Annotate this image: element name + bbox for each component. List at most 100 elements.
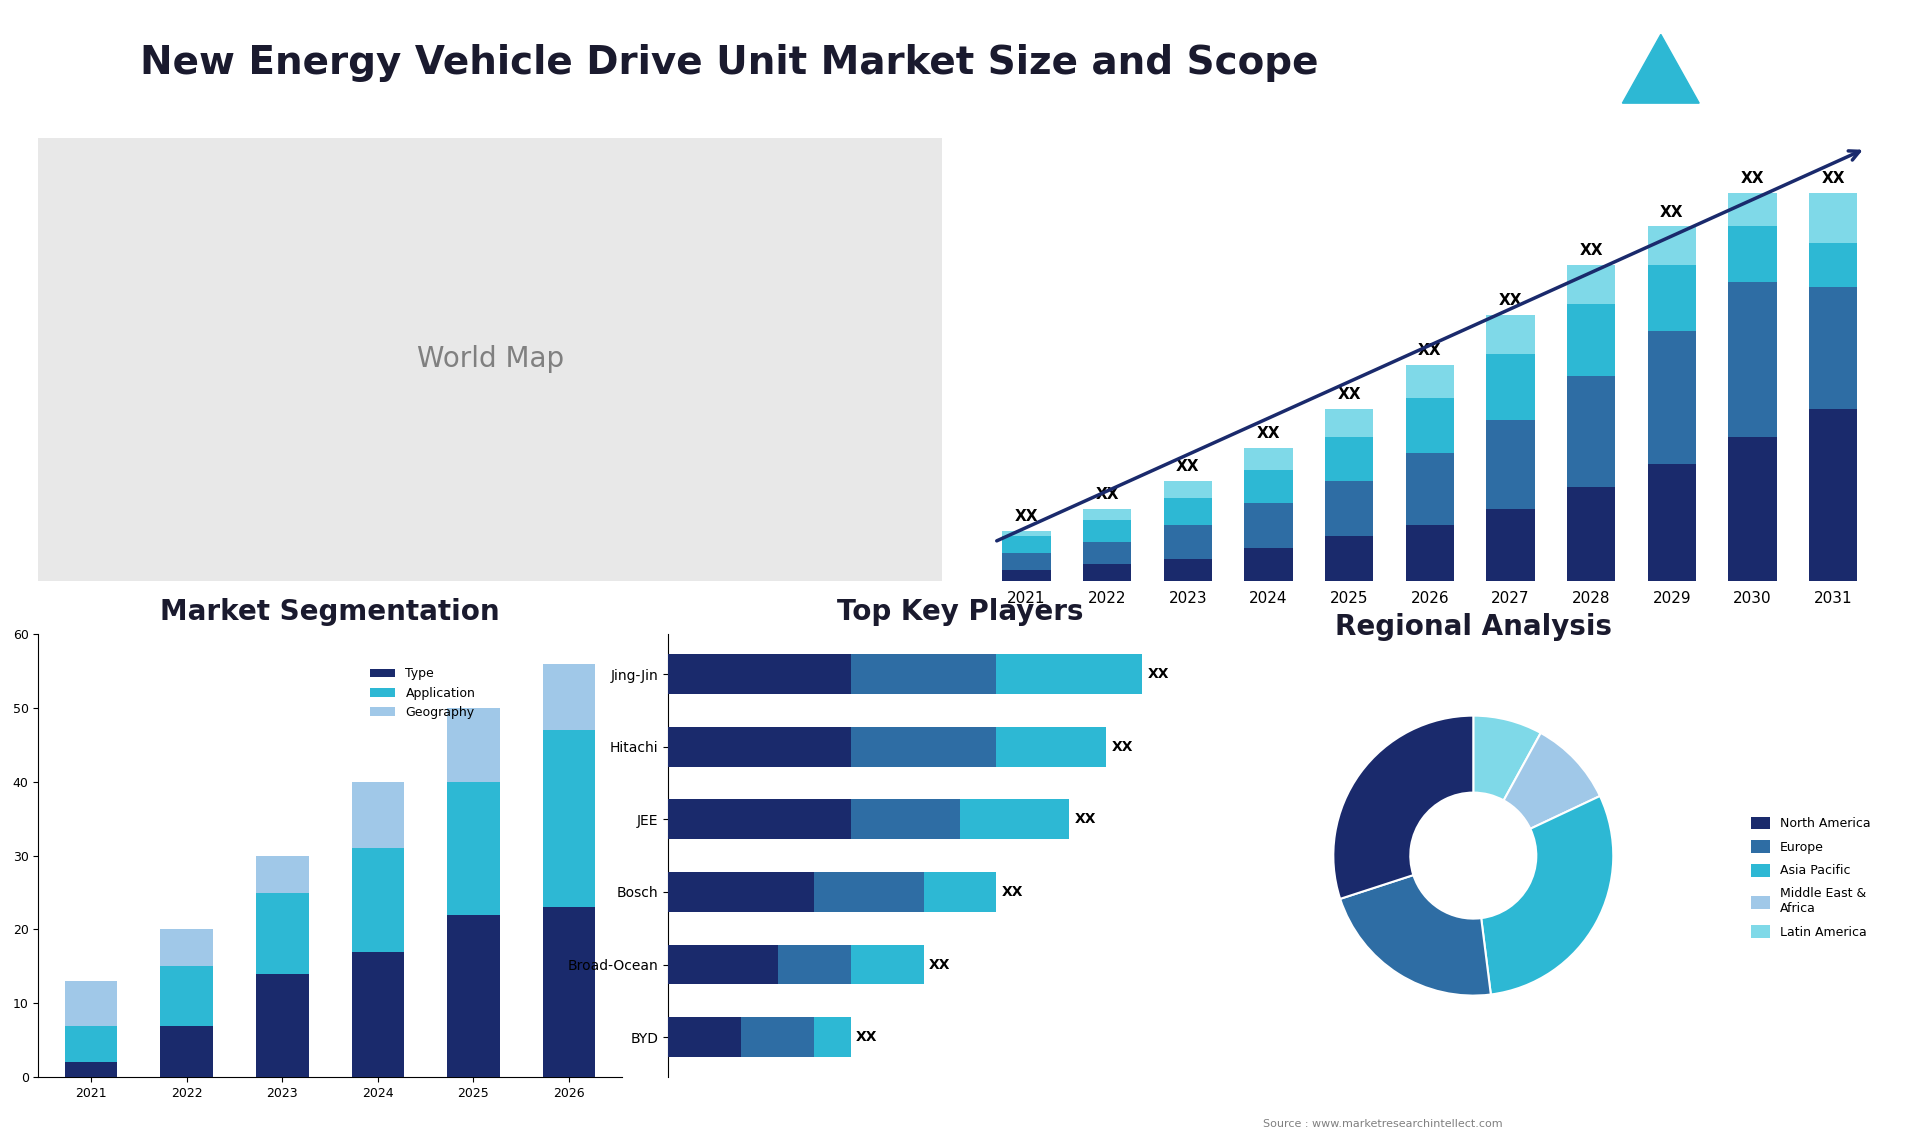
Bar: [1567, 304, 1615, 376]
Bar: [1164, 525, 1212, 558]
Bar: [814, 872, 924, 912]
Text: XX: XX: [1741, 171, 1764, 187]
Bar: [778, 944, 851, 984]
Bar: [1244, 470, 1292, 503]
Bar: [1405, 525, 1453, 581]
Bar: [1164, 497, 1212, 525]
Bar: [1567, 265, 1615, 304]
Bar: [668, 872, 814, 912]
Text: XX: XX: [856, 1030, 877, 1044]
Bar: [447, 915, 499, 1077]
Bar: [1647, 226, 1695, 265]
Title: Regional Analysis: Regional Analysis: [1334, 612, 1611, 641]
Bar: [1244, 448, 1292, 470]
Bar: [1486, 509, 1534, 581]
Text: MARKET: MARKET: [1724, 47, 1770, 56]
Legend: North America, Europe, Asia Pacific, Middle East &
Africa, Latin America: North America, Europe, Asia Pacific, Mid…: [1745, 811, 1876, 944]
Bar: [543, 908, 595, 1077]
Bar: [351, 848, 403, 951]
Legend: Type, Application, Geography: Type, Application, Geography: [365, 662, 480, 724]
Bar: [1647, 265, 1695, 331]
Bar: [668, 1018, 741, 1057]
Bar: [668, 944, 778, 984]
Bar: [1809, 193, 1857, 243]
Bar: [851, 944, 924, 984]
Text: XX: XX: [1148, 667, 1169, 681]
Bar: [1809, 409, 1857, 581]
Text: XX: XX: [1112, 739, 1133, 754]
Bar: [814, 1018, 851, 1057]
Bar: [668, 727, 851, 767]
Bar: [1083, 542, 1131, 564]
Bar: [1405, 364, 1453, 398]
Text: Source : www.marketresearchintellect.com: Source : www.marketresearchintellect.com: [1263, 1118, 1501, 1129]
Text: INTELLECT: INTELLECT: [1718, 86, 1776, 95]
Text: XX: XX: [1096, 487, 1119, 502]
Bar: [1486, 315, 1534, 354]
Bar: [1728, 226, 1776, 282]
Title: Top Key Players: Top Key Players: [837, 598, 1083, 626]
Bar: [668, 800, 851, 839]
Bar: [1728, 437, 1776, 581]
Bar: [543, 664, 595, 730]
Bar: [741, 1018, 814, 1057]
Bar: [1325, 437, 1373, 481]
Polygon shape: [1622, 34, 1699, 103]
Bar: [1325, 536, 1373, 581]
Bar: [1325, 409, 1373, 437]
Text: XX: XX: [1338, 387, 1361, 402]
Bar: [1647, 464, 1695, 581]
Text: XX: XX: [929, 958, 950, 972]
Bar: [996, 654, 1142, 694]
Text: XX: XX: [1822, 171, 1845, 187]
Bar: [1244, 503, 1292, 548]
Bar: [851, 654, 996, 694]
Bar: [255, 856, 309, 893]
Bar: [161, 966, 213, 1026]
Text: RESEARCH: RESEARCH: [1718, 66, 1776, 76]
Bar: [161, 929, 213, 966]
Bar: [1405, 454, 1453, 525]
Text: XX: XX: [1258, 426, 1281, 441]
Title: Market Segmentation: Market Segmentation: [159, 598, 499, 626]
Text: XX: XX: [1075, 813, 1096, 826]
Bar: [668, 654, 851, 694]
Bar: [255, 974, 309, 1077]
Text: New Energy Vehicle Drive Unit Market Size and Scope: New Energy Vehicle Drive Unit Market Siz…: [140, 44, 1319, 83]
Bar: [65, 1062, 117, 1077]
Bar: [1809, 288, 1857, 409]
Bar: [1325, 481, 1373, 536]
Bar: [1002, 536, 1050, 554]
Bar: [1244, 548, 1292, 581]
Bar: [1002, 570, 1050, 581]
Bar: [996, 727, 1106, 767]
Bar: [1083, 564, 1131, 581]
Bar: [1728, 282, 1776, 437]
Bar: [447, 782, 499, 915]
Bar: [1164, 558, 1212, 581]
Bar: [1567, 487, 1615, 581]
Bar: [1486, 421, 1534, 509]
Bar: [1567, 376, 1615, 487]
Bar: [1809, 243, 1857, 288]
Bar: [255, 893, 309, 974]
Bar: [65, 1026, 117, 1062]
Bar: [351, 951, 403, 1077]
Bar: [960, 800, 1069, 839]
Bar: [851, 800, 960, 839]
Bar: [1647, 331, 1695, 464]
Bar: [161, 1026, 213, 1077]
Bar: [543, 730, 595, 908]
Bar: [1002, 531, 1050, 536]
Bar: [1728, 193, 1776, 226]
Bar: [1083, 509, 1131, 520]
Text: XX: XX: [1500, 293, 1523, 308]
Bar: [1002, 554, 1050, 570]
Bar: [1083, 520, 1131, 542]
Bar: [924, 872, 996, 912]
Text: XX: XX: [1661, 204, 1684, 220]
Bar: [351, 782, 403, 848]
Bar: [447, 708, 499, 782]
Text: XX: XX: [1002, 885, 1023, 898]
Text: XX: XX: [1419, 343, 1442, 358]
